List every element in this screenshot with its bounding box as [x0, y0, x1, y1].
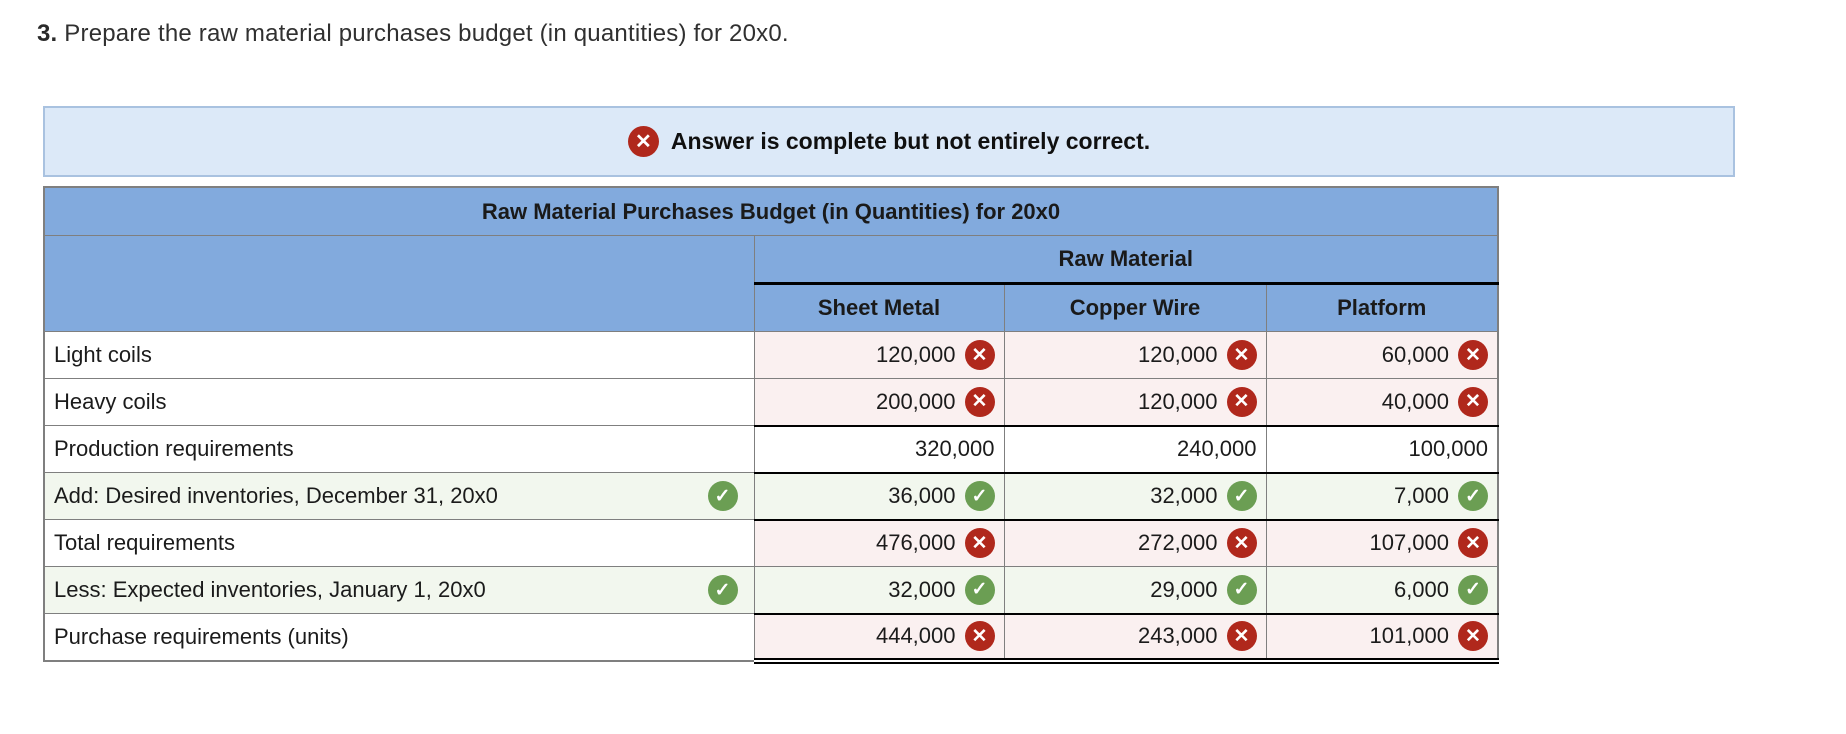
- table-title: Raw Material Purchases Budget (in Quanti…: [43, 186, 1499, 236]
- table-row-heavy-coils: Heavy coils 200,000 ✕ 120,000 ✕ 40,000 ✕: [43, 378, 1499, 426]
- cell-total-requirements-copper-wire: 272,000 ✕: [1003, 518, 1267, 567]
- cell-value: 6,000: [1393, 576, 1450, 602]
- table-row-total-requirements: Total requirements 476,000 ✕ 272,000 ✕ 107…: [43, 518, 1499, 567]
- cell-purchase-requirements-platform: 101,000 ✕: [1265, 612, 1499, 664]
- row-label-text: Less: Expected inventories, January 1, 2…: [54, 577, 486, 602]
- correct-icon: ✓: [707, 481, 738, 511]
- cell-light-coils-copper-wire: 120,000 ✕: [1003, 331, 1267, 379]
- cell-value: 36,000: [888, 483, 956, 508]
- cell-value: 476,000: [875, 530, 956, 556]
- feedback-text: Answer is complete but not entirely corr…: [670, 128, 1151, 154]
- corner-cell: [43, 235, 755, 332]
- cell-purchase-requirements-copper-wire: 243,000 ✕: [1003, 612, 1267, 664]
- correct-icon: ✓: [1458, 481, 1489, 511]
- row-label: Purchase requirements (units): [43, 613, 755, 661]
- row-label: Production requirements: [43, 425, 755, 473]
- incorrect-icon: ✕: [1226, 528, 1257, 559]
- cell-production-requirements-sheet-metal: 320,000: [753, 424, 1005, 473]
- table-row-light-coils: Light coils 120,000 ✕ 120,000 ✕ 60,000 ✕: [43, 331, 1499, 379]
- cell-value: 7,000: [1393, 483, 1450, 508]
- row-label-text: Add: Desired inventories, December 31, 2…: [54, 483, 498, 508]
- row-label: Total requirements: [43, 519, 755, 567]
- row-label-text: Total requirements: [54, 530, 235, 555]
- cell-value: 60,000: [1381, 342, 1450, 367]
- cell-value: 240,000: [1176, 436, 1257, 461]
- group-header-row: Raw Material: [43, 235, 1499, 332]
- cell-value: 120,000: [1137, 342, 1218, 367]
- cell-heavy-coils-sheet-metal: 200,000 ✕: [753, 378, 1005, 426]
- cell-add-desired-inventories-platform: 7,000 ✓: [1265, 471, 1499, 520]
- table-title-row: Raw Material Purchases Budget (in Quanti…: [43, 186, 1499, 236]
- question-text: Prepare the raw material purchases budge…: [64, 20, 789, 47]
- row-label: Less: Expected inventories, January 1, 2…: [43, 566, 755, 614]
- cell-value: 120,000: [875, 342, 956, 367]
- correct-icon: ✓: [1226, 574, 1257, 605]
- cell-less-expected-inventories-sheet-metal: 32,000 ✓: [753, 566, 1005, 614]
- cell-value: 120,000: [1137, 388, 1218, 414]
- question-number: 3.: [37, 20, 58, 47]
- row-label-text: Purchase requirements (units): [54, 623, 349, 649]
- table-row-purchase-requirements: Purchase requirements (units) 444,000 ✕ 2…: [43, 612, 1499, 664]
- question-title: 3. Prepare the raw material purchases bu…: [37, 20, 789, 48]
- cell-purchase-requirements-sheet-metal: 444,000 ✕: [753, 612, 1005, 664]
- column-header-copper-wire: Copper Wire: [1003, 283, 1267, 332]
- incorrect-icon: ✕: [964, 621, 995, 651]
- incorrect-icon: ✕: [1458, 621, 1489, 651]
- row-label-text: Heavy coils: [54, 389, 167, 414]
- correct-icon: ✓: [1458, 574, 1489, 605]
- cell-value: 107,000: [1369, 530, 1450, 556]
- column-header-platform: Platform: [1265, 283, 1499, 332]
- cell-value: 243,000: [1137, 623, 1218, 648]
- column-header-row: Sheet Metal Copper Wire Platform: [44, 283, 1499, 332]
- incorrect-icon: ✕: [1458, 340, 1489, 370]
- group-header: Raw Material: [753, 235, 1499, 285]
- feedback-banner: ✕ Answer is complete but not entirely co…: [43, 106, 1735, 177]
- cell-total-requirements-sheet-metal: 476,000 ✕: [753, 518, 1005, 567]
- table-row-add-desired-inventories: Add: Desired inventories, December 31, 2…: [43, 471, 1499, 520]
- cell-value: 32,000: [1150, 483, 1218, 508]
- row-label: Heavy coils: [43, 378, 755, 426]
- cell-value: 101,000: [1369, 623, 1450, 648]
- raw-material-purchases-budget-table: Raw Material Purchases Budget (in Quanti…: [43, 186, 1500, 664]
- cell-light-coils-platform: 60,000 ✕: [1265, 331, 1499, 379]
- correct-icon: ✓: [964, 574, 995, 605]
- cell-value: 32,000: [888, 576, 956, 602]
- cell-less-expected-inventories-copper-wire: 29,000 ✓: [1003, 566, 1267, 614]
- cell-value: 272,000: [1137, 530, 1218, 556]
- column-header-sheet-metal: Sheet Metal: [753, 283, 1005, 332]
- cell-value: 29,000: [1150, 576, 1218, 602]
- x-circle-icon: ✕: [627, 126, 659, 157]
- incorrect-icon: ✕: [1458, 528, 1489, 559]
- cell-value: 444,000: [875, 623, 956, 648]
- table-row-production-requirements: Production requirements 320,000 240,000 …: [43, 424, 1499, 473]
- incorrect-icon: ✕: [1226, 340, 1257, 370]
- incorrect-icon: ✕: [1226, 386, 1257, 417]
- row-label-text: Production requirements: [54, 436, 294, 461]
- incorrect-icon: ✕: [1458, 386, 1489, 417]
- cell-heavy-coils-copper-wire: 120,000 ✕: [1003, 378, 1267, 426]
- cell-value: 200,000: [875, 388, 956, 414]
- table-row-less-expected-inventories: Less: Expected inventories, January 1, 2…: [43, 566, 1499, 614]
- cell-light-coils-sheet-metal: 120,000 ✕: [753, 331, 1005, 379]
- incorrect-icon: ✕: [964, 340, 995, 370]
- cell-value: 320,000: [914, 436, 995, 461]
- cell-heavy-coils-platform: 40,000 ✕: [1265, 378, 1499, 426]
- incorrect-icon: ✕: [1226, 621, 1257, 651]
- incorrect-icon: ✕: [964, 386, 995, 417]
- incorrect-icon: ✕: [964, 528, 995, 559]
- cell-production-requirements-copper-wire: 240,000: [1003, 424, 1267, 473]
- row-label: Light coils: [43, 331, 755, 379]
- cell-total-requirements-platform: 107,000 ✕: [1265, 518, 1499, 567]
- cell-less-expected-inventories-platform: 6,000 ✓: [1265, 566, 1499, 614]
- row-label: Add: Desired inventories, December 31, 2…: [43, 472, 755, 520]
- row-label-text: Light coils: [54, 342, 152, 367]
- correct-icon: ✓: [707, 575, 738, 605]
- cell-production-requirements-platform: 100,000: [1265, 424, 1499, 473]
- correct-icon: ✓: [964, 481, 995, 511]
- cell-add-desired-inventories-copper-wire: 32,000 ✓: [1003, 471, 1267, 520]
- cell-add-desired-inventories-sheet-metal: 36,000 ✓: [753, 471, 1005, 520]
- cell-value: 40,000: [1381, 388, 1450, 414]
- correct-icon: ✓: [1226, 481, 1257, 511]
- cell-value: 100,000: [1408, 436, 1489, 461]
